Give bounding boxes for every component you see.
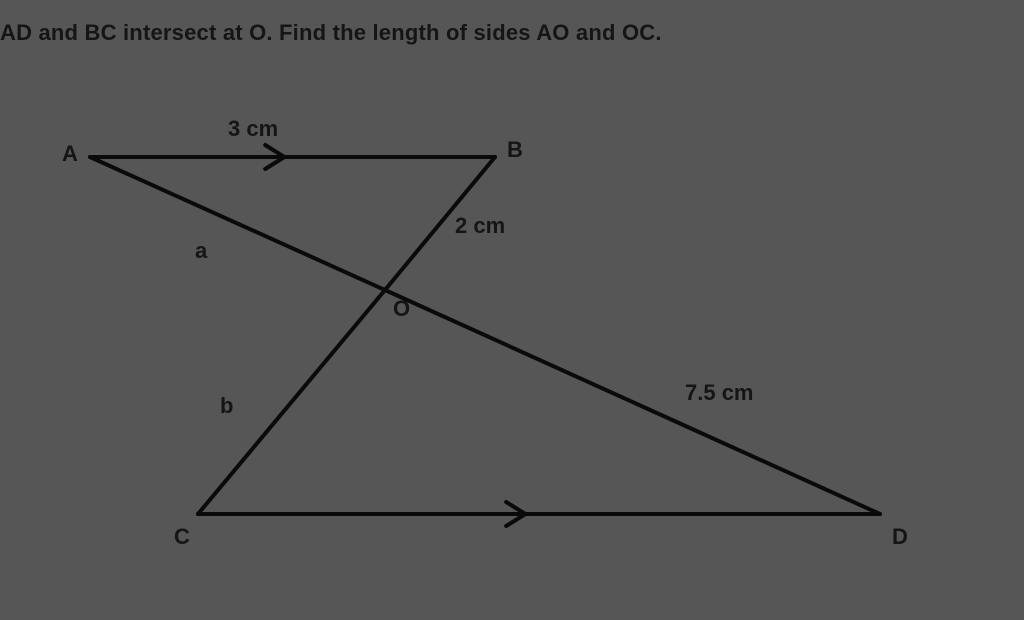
point-label-O: O: [393, 296, 410, 322]
point-label-B: B: [507, 137, 523, 163]
dim-OD: 7.5 cm: [685, 380, 754, 406]
page-root: { "question": "AD and BC intersect at O.…: [0, 0, 1024, 620]
point-label-C: C: [174, 524, 190, 550]
var-a: a: [195, 238, 207, 264]
geometry-diagram: [0, 0, 1024, 620]
dim-AB: 3 cm: [228, 116, 278, 142]
point-label-A: A: [62, 141, 78, 167]
var-b: b: [220, 393, 233, 419]
dim-BO: 2 cm: [455, 213, 505, 239]
point-label-D: D: [892, 524, 908, 550]
